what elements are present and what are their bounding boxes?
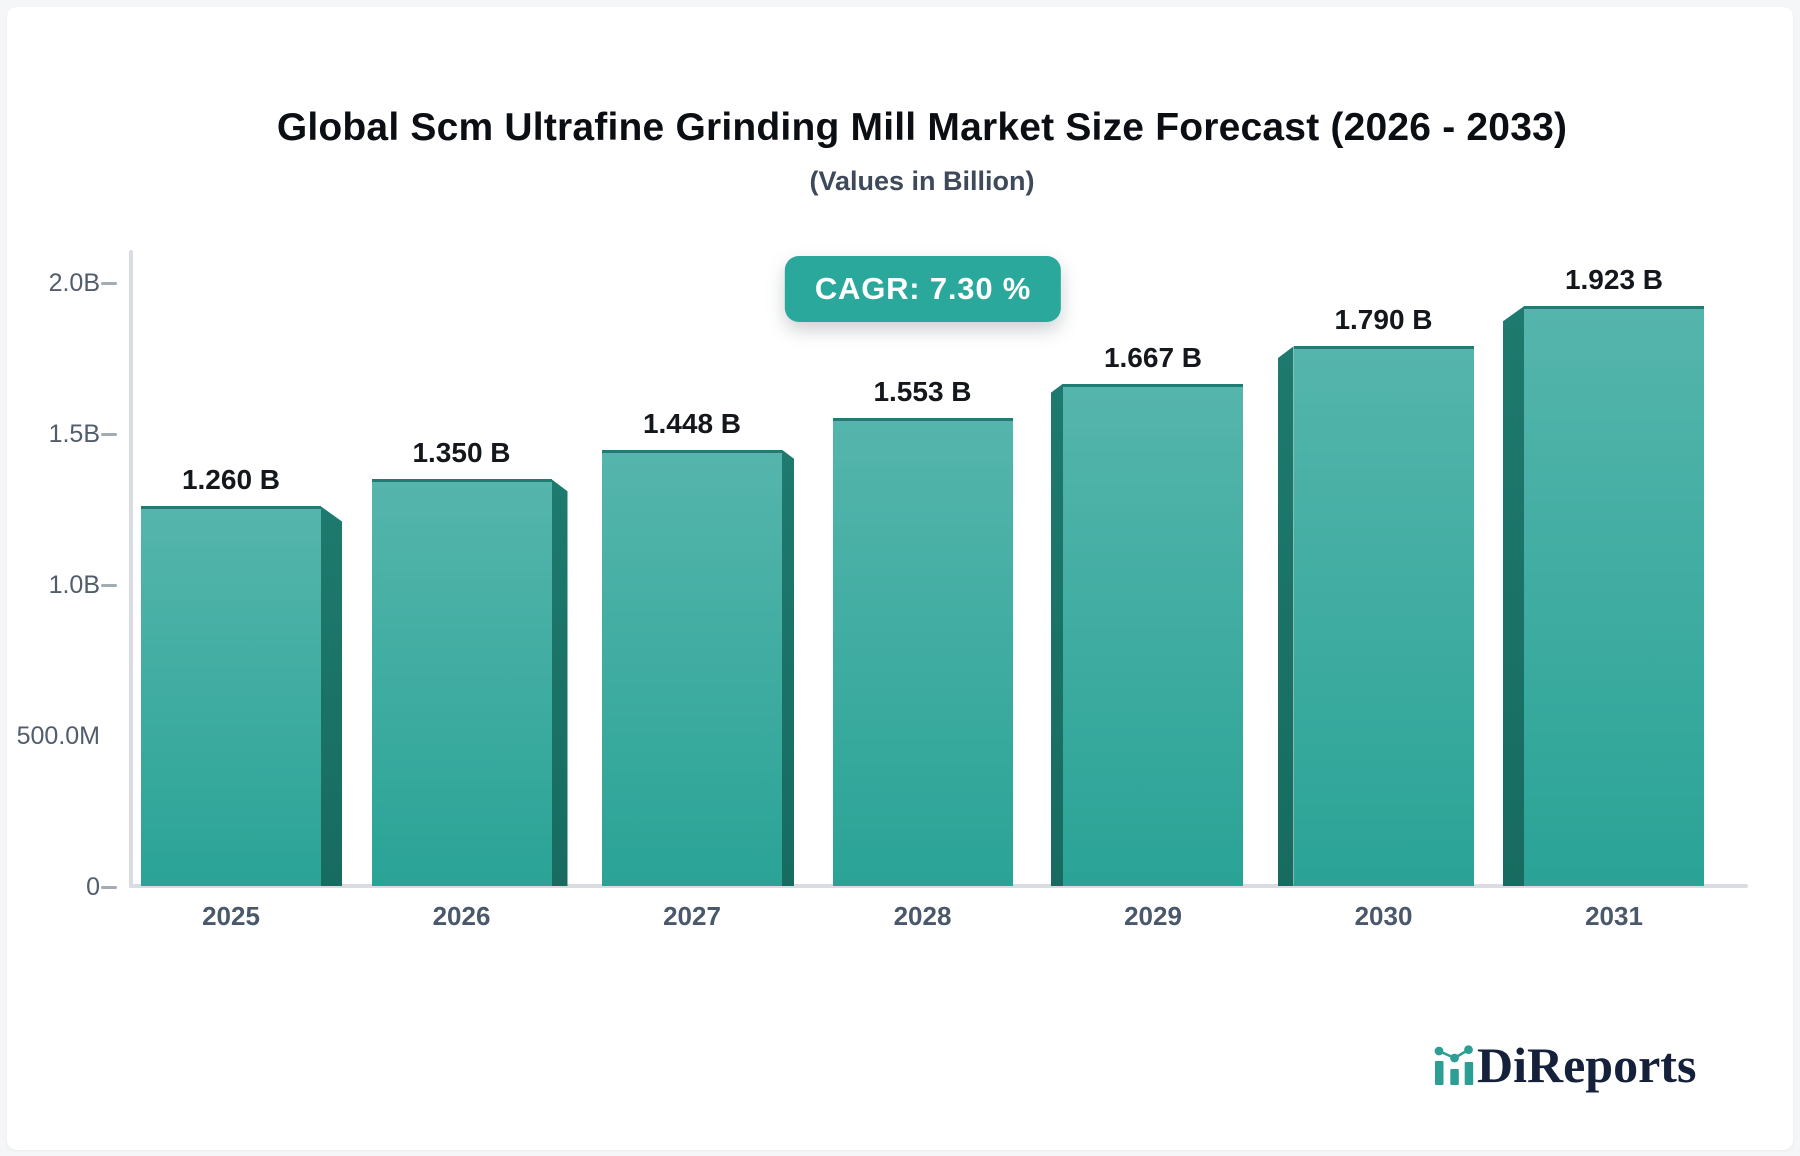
bar-value-label: 1.553 B — [873, 375, 972, 407]
logo-text: DiReports — [1477, 1037, 1697, 1093]
bar-2030 — [1293, 346, 1474, 886]
bar-side-face — [551, 479, 568, 886]
bar-2026 — [371, 479, 552, 886]
bar-chart-logo-icon — [1434, 1045, 1474, 1085]
bar-side-face — [1503, 306, 1524, 886]
bar-value-label: 1.923 B — [1564, 264, 1664, 296]
bar-side-face — [782, 449, 794, 886]
bar-value-label: 1.448 B — [642, 407, 742, 439]
bar-2025 — [141, 506, 321, 886]
bar-side-face — [1277, 346, 1294, 886]
x-axis-label: 2031 — [1585, 901, 1643, 931]
x-axis-label: 2025 — [202, 901, 260, 931]
y-tick-dash — [101, 885, 117, 889]
y-axis-line — [129, 250, 133, 888]
x-axis-label: 2027 — [663, 901, 721, 931]
bar-2029 — [1063, 383, 1243, 886]
y-tick-dash — [101, 281, 117, 285]
bar-side-face — [1051, 383, 1063, 886]
bar-side-face — [321, 506, 342, 886]
y-tick-dash — [101, 432, 117, 436]
chart-subtitle: (Values in Billion) — [809, 166, 1035, 196]
x-axis-label: 2030 — [1354, 901, 1413, 931]
y-tick-dash — [101, 583, 117, 587]
y-tick-label: 2.0B — [48, 269, 100, 297]
bar-value-label: 1.260 B — [181, 464, 281, 496]
cagr-badge: CAGR: 7.30 % — [784, 256, 1062, 322]
bar-value-label: 1.667 B — [1103, 341, 1203, 373]
x-axis-label: 2028 — [893, 901, 952, 931]
bar-2027 — [602, 449, 782, 886]
y-tick-label: 1.5B — [48, 420, 100, 448]
x-axis-label: 2029 — [1124, 901, 1182, 931]
direports-logo: DiReports — [1430, 1035, 1760, 1110]
bar-2031 — [1524, 306, 1704, 886]
bar-value-label: 1.350 B — [412, 437, 511, 469]
x-axis-baseline — [129, 884, 1748, 888]
bar-value-label: 1.790 B — [1334, 304, 1433, 336]
x-axis-label: 2026 — [432, 901, 491, 931]
y-tick-label: 0 — [86, 873, 100, 901]
y-tick-label: 500.0M — [16, 722, 100, 750]
chart-title: Global Scm Ultrafine Grinding Mill Marke… — [276, 106, 1568, 149]
bar-2028 — [832, 417, 1013, 886]
y-tick-label: 1.0B — [48, 571, 100, 599]
